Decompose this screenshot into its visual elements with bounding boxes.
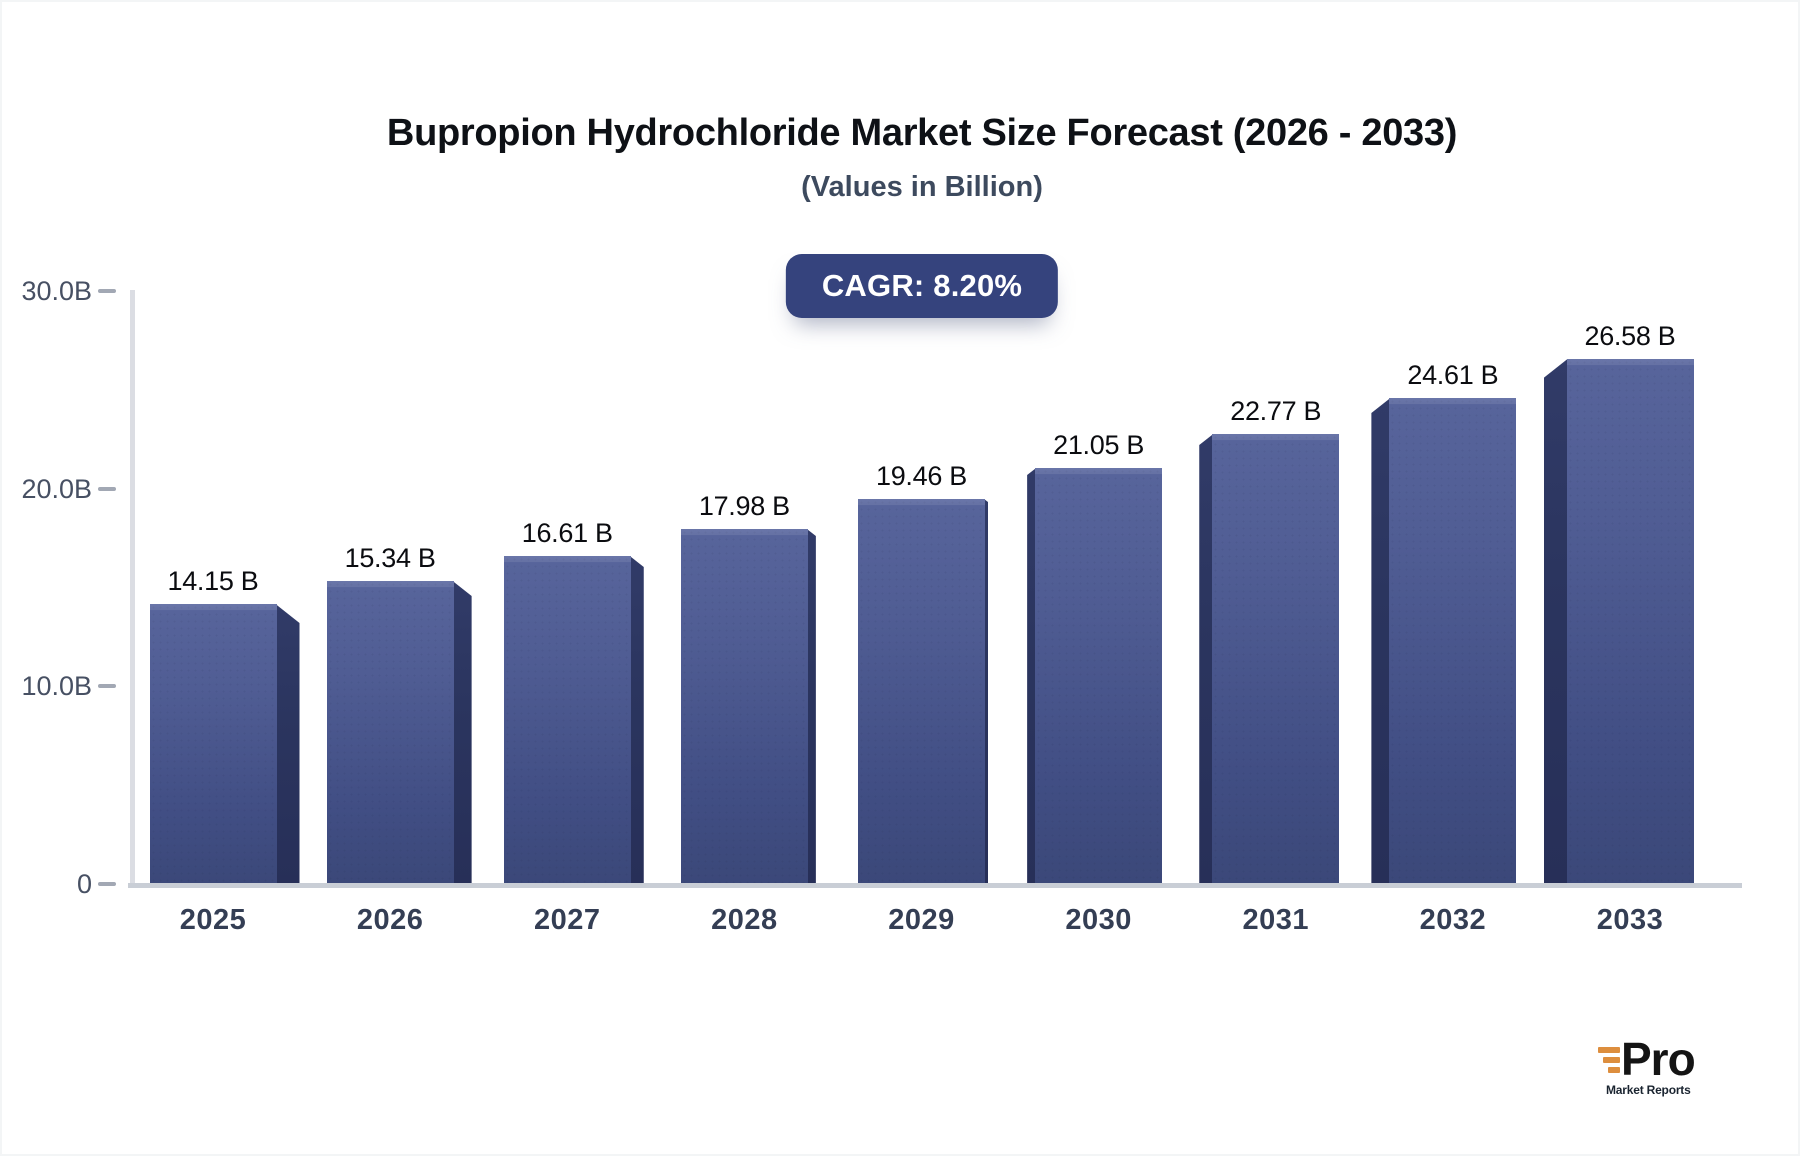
x-axis-label: 2027 (533, 904, 601, 936)
bar-side-face-2031 (1199, 434, 1214, 884)
bar-2027 (503, 556, 631, 884)
x-axis-label: 2033 (1596, 904, 1664, 936)
bar-2029 (858, 499, 985, 884)
bar-side-face-2027 (629, 556, 644, 884)
bar-2032 (1389, 398, 1517, 884)
bar-side-face-2026 (452, 581, 472, 884)
x-axis-label: 2030 (1065, 904, 1132, 936)
brand-logo: Pro Market Reports (1598, 1033, 1696, 1097)
bar-value-label: 21.05 B (1053, 430, 1145, 460)
bar-value-label: 17.98 B (698, 491, 790, 521)
y-axis-label: 0 (76, 869, 92, 899)
x-axis-label: 2025 (179, 904, 247, 936)
y-axis-tick (98, 486, 116, 491)
y-axis-label: 20.0B (21, 473, 92, 504)
bar-value-label: 24.61 B (1407, 360, 1499, 390)
bar-value-label: 16.61 B (521, 518, 613, 548)
bar-value-label: 26.58 B (1584, 321, 1676, 351)
bar-value-label: 22.77 B (1230, 396, 1322, 426)
y-axis-label: 30.0B (21, 275, 92, 306)
bar-2028 (680, 529, 808, 884)
bar-side-face-2029 (984, 499, 988, 884)
bar-2030 (1035, 468, 1163, 884)
bar-value-label: 19.46 B (876, 461, 967, 491)
bar-value-label: 15.34 B (344, 543, 436, 573)
bar-side-face-2030 (1027, 468, 1037, 884)
logo-subtext: Market Reports (1606, 1083, 1691, 1097)
bar-side-face-2025 (275, 604, 300, 884)
bar-side-face-2033 (1543, 359, 1568, 884)
x-axis-label: 2026 (356, 904, 424, 936)
x-axis-label: 2032 (1419, 904, 1487, 936)
y-axis-label: 10.0B (21, 671, 92, 702)
chart-subtitle: (Values in Billion) (801, 171, 1043, 203)
cagr-badge: CAGR: 8.20% (785, 254, 1059, 318)
y-axis-tick (98, 882, 116, 886)
bar-2025 (149, 604, 277, 884)
x-axis-label: 2031 (1242, 904, 1309, 936)
bar-side-face-2028 (806, 529, 816, 884)
y-axis-line (130, 290, 135, 884)
y-axis-tick (98, 288, 116, 293)
chart-title: Bupropion Hydrochloride Market Size Fore… (386, 112, 1458, 154)
cagr-badge-label: CAGR: 8.20% (821, 268, 1023, 303)
bar-value-label: 14.15 B (167, 566, 259, 596)
x-axis-line (128, 883, 1742, 888)
bar-2026 (326, 581, 454, 884)
bar-2033 (1566, 359, 1694, 884)
x-axis-label: 2029 (888, 904, 955, 936)
bar-side-face-2032 (1371, 398, 1391, 884)
x-axis-label: 2028 (711, 904, 778, 936)
logo-bars-icon (1598, 1047, 1620, 1073)
logo-text: Pro (1621, 1033, 1696, 1085)
y-axis-tick (98, 684, 116, 689)
bar-2031 (1212, 434, 1340, 884)
